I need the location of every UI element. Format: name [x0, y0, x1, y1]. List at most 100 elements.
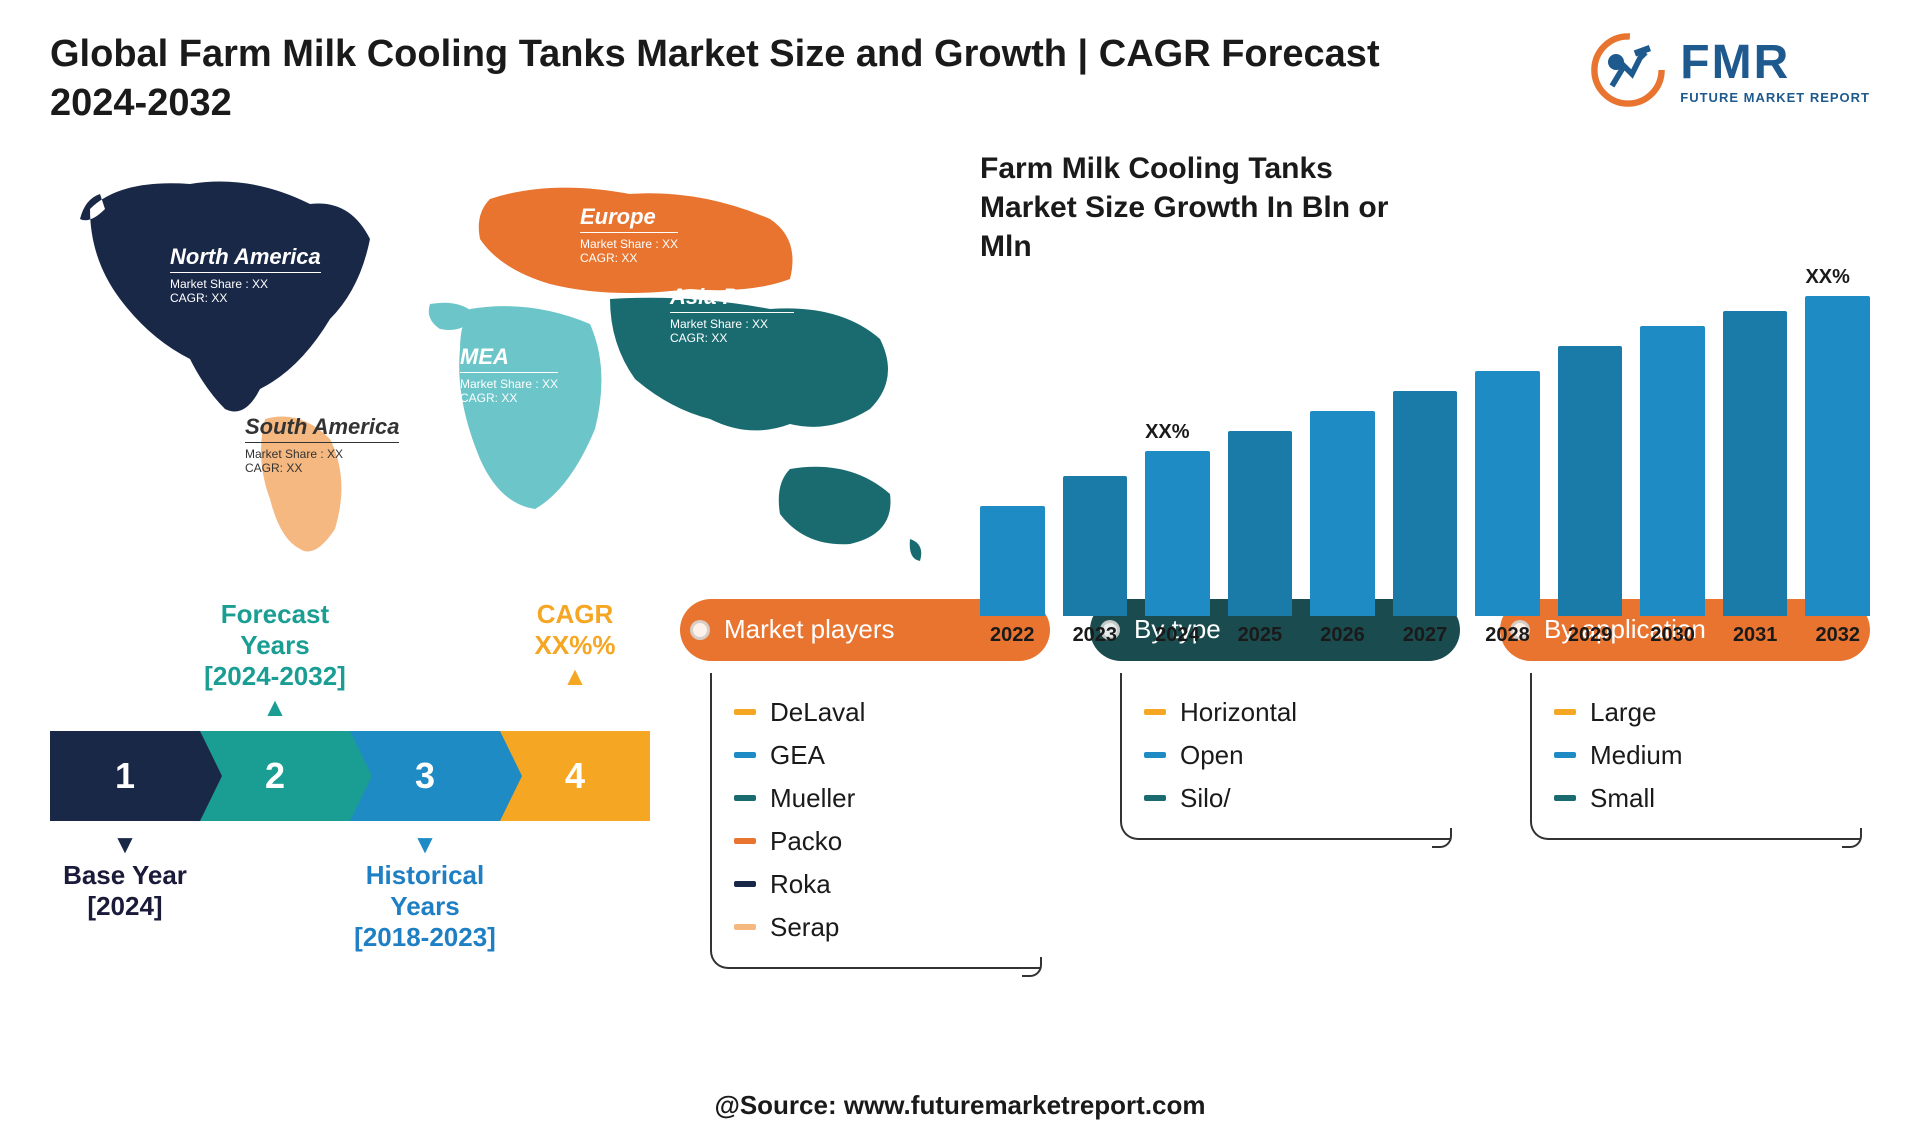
list-item: GEA [734, 734, 1040, 777]
bar-year-label: 2024 [1155, 624, 1200, 647]
bar-year-label: 2023 [1073, 624, 1118, 647]
base-year-label: Base Year [50, 860, 200, 891]
pill-list: Horizontal Open Silo/ [1120, 673, 1450, 840]
region-share: Market Share : XX [245, 447, 399, 461]
bar-year-label: 2026 [1320, 624, 1365, 647]
region-cagr: CAGR: XX [580, 251, 678, 265]
list-item: Roka [734, 863, 1040, 906]
region-cagr: CAGR: XX [460, 391, 558, 405]
bar-2023: 2023 [1063, 476, 1128, 647]
region-cagr: CAGR: XX [170, 291, 321, 305]
bar-year-label: 2031 [1733, 624, 1778, 647]
logo-sub-text: FUTURE MARKET REPORT [1680, 90, 1870, 105]
pill-market-players: Market players DeLaval GEA Mueller Packo… [680, 599, 1050, 969]
pill-list: DeLaval GEA Mueller Packo Roka Serap [710, 673, 1040, 969]
bar-rect [1558, 346, 1623, 616]
timeline-number: 3 [415, 755, 435, 797]
pill-list: Large Medium Small [1530, 673, 1860, 840]
region-name: Asia Pacific [670, 284, 794, 313]
bullet-icon [734, 881, 756, 887]
timeline-number: 2 [265, 755, 285, 797]
bar-year-label: 2032 [1815, 624, 1860, 647]
pill-by-application: By application Large Medium Small [1500, 599, 1870, 969]
bar-2030: 2030 [1640, 326, 1705, 647]
item-label: Large [1590, 697, 1657, 728]
bullet-icon [1144, 752, 1166, 758]
list-item: Packo [734, 820, 1040, 863]
bar-rect [1310, 411, 1375, 616]
cagr-value: XX%% [500, 630, 650, 661]
pill-title: Market players [724, 614, 895, 645]
bar-2029: 2029 [1558, 346, 1623, 647]
bullet-icon [1144, 709, 1166, 715]
list-item: Small [1554, 777, 1860, 820]
region-share: Market Share : XX [580, 237, 678, 251]
list-item: Open [1144, 734, 1450, 777]
bullet-icon [1144, 795, 1166, 801]
timeline: Forecast Years [2024-2032] ▲ CAGR XX%% ▲… [50, 599, 650, 953]
bullet-icon [734, 838, 756, 844]
bar-callout: XX% [1145, 421, 1189, 444]
bar-2026: 2026 [1310, 411, 1375, 647]
region-label-north-america: North America Market Share : XX CAGR: XX [170, 244, 321, 305]
item-label: Horizontal [1180, 697, 1297, 728]
bar-year-label: 2030 [1650, 624, 1695, 647]
region-share: Market Share : XX [170, 277, 321, 291]
bar-2024: XX% 2024 [1145, 451, 1210, 647]
bullet-icon [1554, 795, 1576, 801]
bar-rect [1723, 311, 1788, 616]
base-year-range: [2024] [50, 891, 200, 922]
item-label: Roka [770, 869, 831, 900]
bar-chart: 2022 2023 XX% 2024 2025 2026 2027 2028 2… [980, 276, 1870, 647]
bar-year-label: 2027 [1403, 624, 1448, 647]
bullet-icon [1554, 709, 1576, 715]
list-item: Mueller [734, 777, 1040, 820]
bar-2031: 2031 [1723, 311, 1788, 647]
forecast-range: [2024-2032] [200, 661, 350, 692]
list-item: Medium [1554, 734, 1860, 777]
bar-year-label: 2029 [1568, 624, 1613, 647]
region-share: Market Share : XX [460, 377, 558, 391]
bar-2022: 2022 [980, 506, 1045, 647]
list-item: DeLaval [734, 691, 1040, 734]
cagr-label: CAGR [500, 599, 650, 630]
bar-rect [1063, 476, 1128, 616]
bar-chart-title: Farm Milk Cooling Tanks Market Size Grow… [980, 149, 1400, 266]
bar-rect [980, 506, 1045, 616]
timeline-block-3: 3 [350, 731, 500, 821]
forecast-label: Forecast Years [200, 599, 350, 661]
region-label-south-america: South America Market Share : XX CAGR: XX [245, 414, 399, 475]
list-item: Serap [734, 906, 1040, 949]
timeline-number: 4 [565, 755, 585, 797]
region-name: North America [170, 244, 321, 273]
bar-year-label: 2028 [1485, 624, 1530, 647]
dot-icon [690, 620, 710, 640]
bar-rect: XX% [1805, 296, 1870, 616]
bullet-icon [734, 795, 756, 801]
bar-rect [1228, 431, 1293, 616]
bar-year-label: 2022 [990, 624, 1035, 647]
region-share: Market Share : XX [670, 317, 794, 331]
list-item: Silo/ [1144, 777, 1450, 820]
timeline-block-4: 4 [500, 731, 650, 821]
item-label: GEA [770, 740, 825, 771]
item-label: Medium [1590, 740, 1682, 771]
timeline-block-2: 2 [200, 731, 350, 821]
world-map: North America Market Share : XX CAGR: XX… [50, 149, 950, 569]
bullet-icon [734, 709, 756, 715]
region-label-mea: MEA Market Share : XX CAGR: XX [460, 344, 558, 405]
list-item: Large [1554, 691, 1860, 734]
timeline-block-1: 1 [50, 731, 200, 821]
item-label: Serap [770, 912, 839, 943]
bar-rect [1393, 391, 1458, 616]
bar-rect [1475, 371, 1540, 616]
bar-2028: 2028 [1475, 371, 1540, 647]
hist-range: [2018-2023] [350, 922, 500, 953]
bar-year-label: 2025 [1238, 624, 1283, 647]
brand-logo: FMR FUTURE MARKET REPORT [1588, 30, 1870, 110]
region-label-europe: Europe Market Share : XX CAGR: XX [580, 204, 678, 265]
bar-2025: 2025 [1228, 431, 1293, 647]
item-label: Small [1590, 783, 1655, 814]
logo-main-text: FMR [1680, 35, 1870, 90]
region-name: South America [245, 414, 399, 443]
